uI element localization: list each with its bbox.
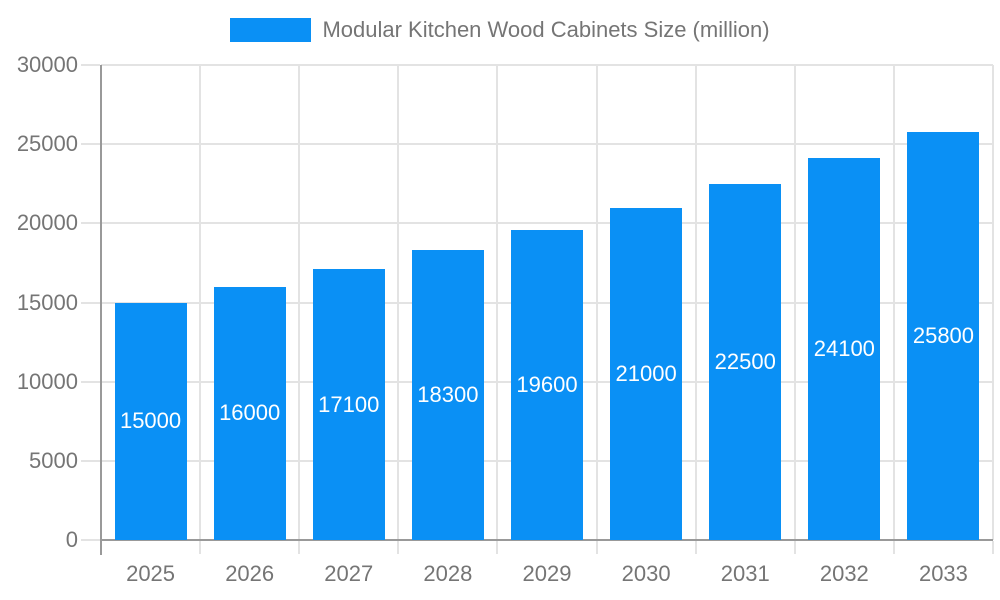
y-axis-tick [81, 222, 100, 225]
bar-value-label: 24100 [813, 336, 875, 362]
x-axis-tick-label: 2030 [621, 561, 671, 586]
y-axis-tick [81, 539, 100, 541]
x-axis-tick [694, 541, 697, 554]
x-axis-tick [298, 541, 301, 554]
x-axis-tick [496, 541, 499, 554]
x-axis-tick-label: 2027 [324, 561, 374, 586]
gridline-vertical [397, 65, 400, 540]
gridline-vertical [892, 65, 895, 540]
y-axis-tick-label: 20000 [16, 210, 78, 236]
bar-2030[interactable]: 21000 [610, 207, 683, 540]
y-axis-tick-label: 10000 [16, 368, 78, 394]
y-axis-tick [81, 459, 100, 462]
gridline-vertical [992, 65, 994, 540]
bar-value-label: 15000 [119, 408, 182, 434]
y-axis-tick [81, 301, 100, 304]
x-axis-tick-label: 2029 [522, 561, 572, 586]
x-axis-line [100, 539, 993, 541]
gridline-horizontal [101, 143, 993, 146]
x-axis-tick-label: 2028 [423, 561, 473, 586]
bar-2033[interactable]: 25800 [907, 131, 980, 540]
bar-value-label: 19600 [516, 371, 578, 397]
bar-2026[interactable]: 16000 [213, 286, 286, 540]
x-axis-tick [397, 541, 400, 554]
y-axis-tick-label: 0 [65, 527, 78, 552]
x-axis-tick-label: 2031 [720, 561, 770, 586]
gridline-horizontal [101, 222, 993, 225]
x-axis-tick [199, 541, 202, 554]
x-axis-tick [595, 541, 598, 554]
x-axis-tick-label: 2032 [819, 561, 869, 586]
gridline-vertical [595, 65, 598, 540]
y-axis-tick-label: 30000 [16, 52, 78, 77]
bar-2028[interactable]: 18300 [411, 250, 484, 540]
bar-value-label: 21000 [615, 360, 677, 386]
bar-2032[interactable]: 24100 [808, 158, 881, 540]
bar-2029[interactable]: 19600 [511, 229, 583, 540]
y-axis-tick-label: 15000 [16, 289, 78, 315]
legend-item[interactable]: Modular Kitchen Wood Cabinets Size (mill… [0, 16, 1000, 44]
bar-value-label: 17100 [318, 391, 380, 417]
x-axis-tick [892, 541, 895, 554]
bar-2027[interactable]: 17100 [312, 269, 385, 540]
y-axis-tick-label: 25000 [16, 131, 78, 157]
y-axis-tick [81, 64, 100, 66]
x-axis-tick-label: 2025 [126, 561, 176, 586]
x-axis-tick [992, 541, 994, 554]
x-axis-tick [793, 541, 796, 554]
x-axis-tick-label: 2026 [225, 561, 275, 586]
legend-swatch [230, 18, 312, 42]
gridline-vertical [199, 65, 202, 540]
gridline-vertical [298, 65, 301, 540]
bar-value-label: 22500 [714, 348, 776, 374]
bar-value-label: 25800 [912, 322, 975, 348]
y-axis-tick-label: 5000 [29, 447, 78, 473]
bar-value-label: 16000 [219, 400, 281, 426]
gridline-vertical [694, 65, 697, 540]
y-axis-tick [81, 380, 100, 383]
bar-value-label: 18300 [417, 382, 479, 408]
gridline-horizontal [101, 64, 993, 66]
x-axis-tick-label: 2033 [918, 561, 968, 586]
bar-2031[interactable]: 22500 [709, 183, 782, 540]
legend-label: Modular Kitchen Wood Cabinets Size (mill… [322, 17, 770, 42]
gridline-vertical [496, 65, 499, 540]
y-axis-tick [81, 143, 100, 146]
gridline-vertical [793, 65, 796, 540]
y-axis-line [100, 65, 102, 555]
bar-2025[interactable]: 15000 [114, 302, 187, 540]
